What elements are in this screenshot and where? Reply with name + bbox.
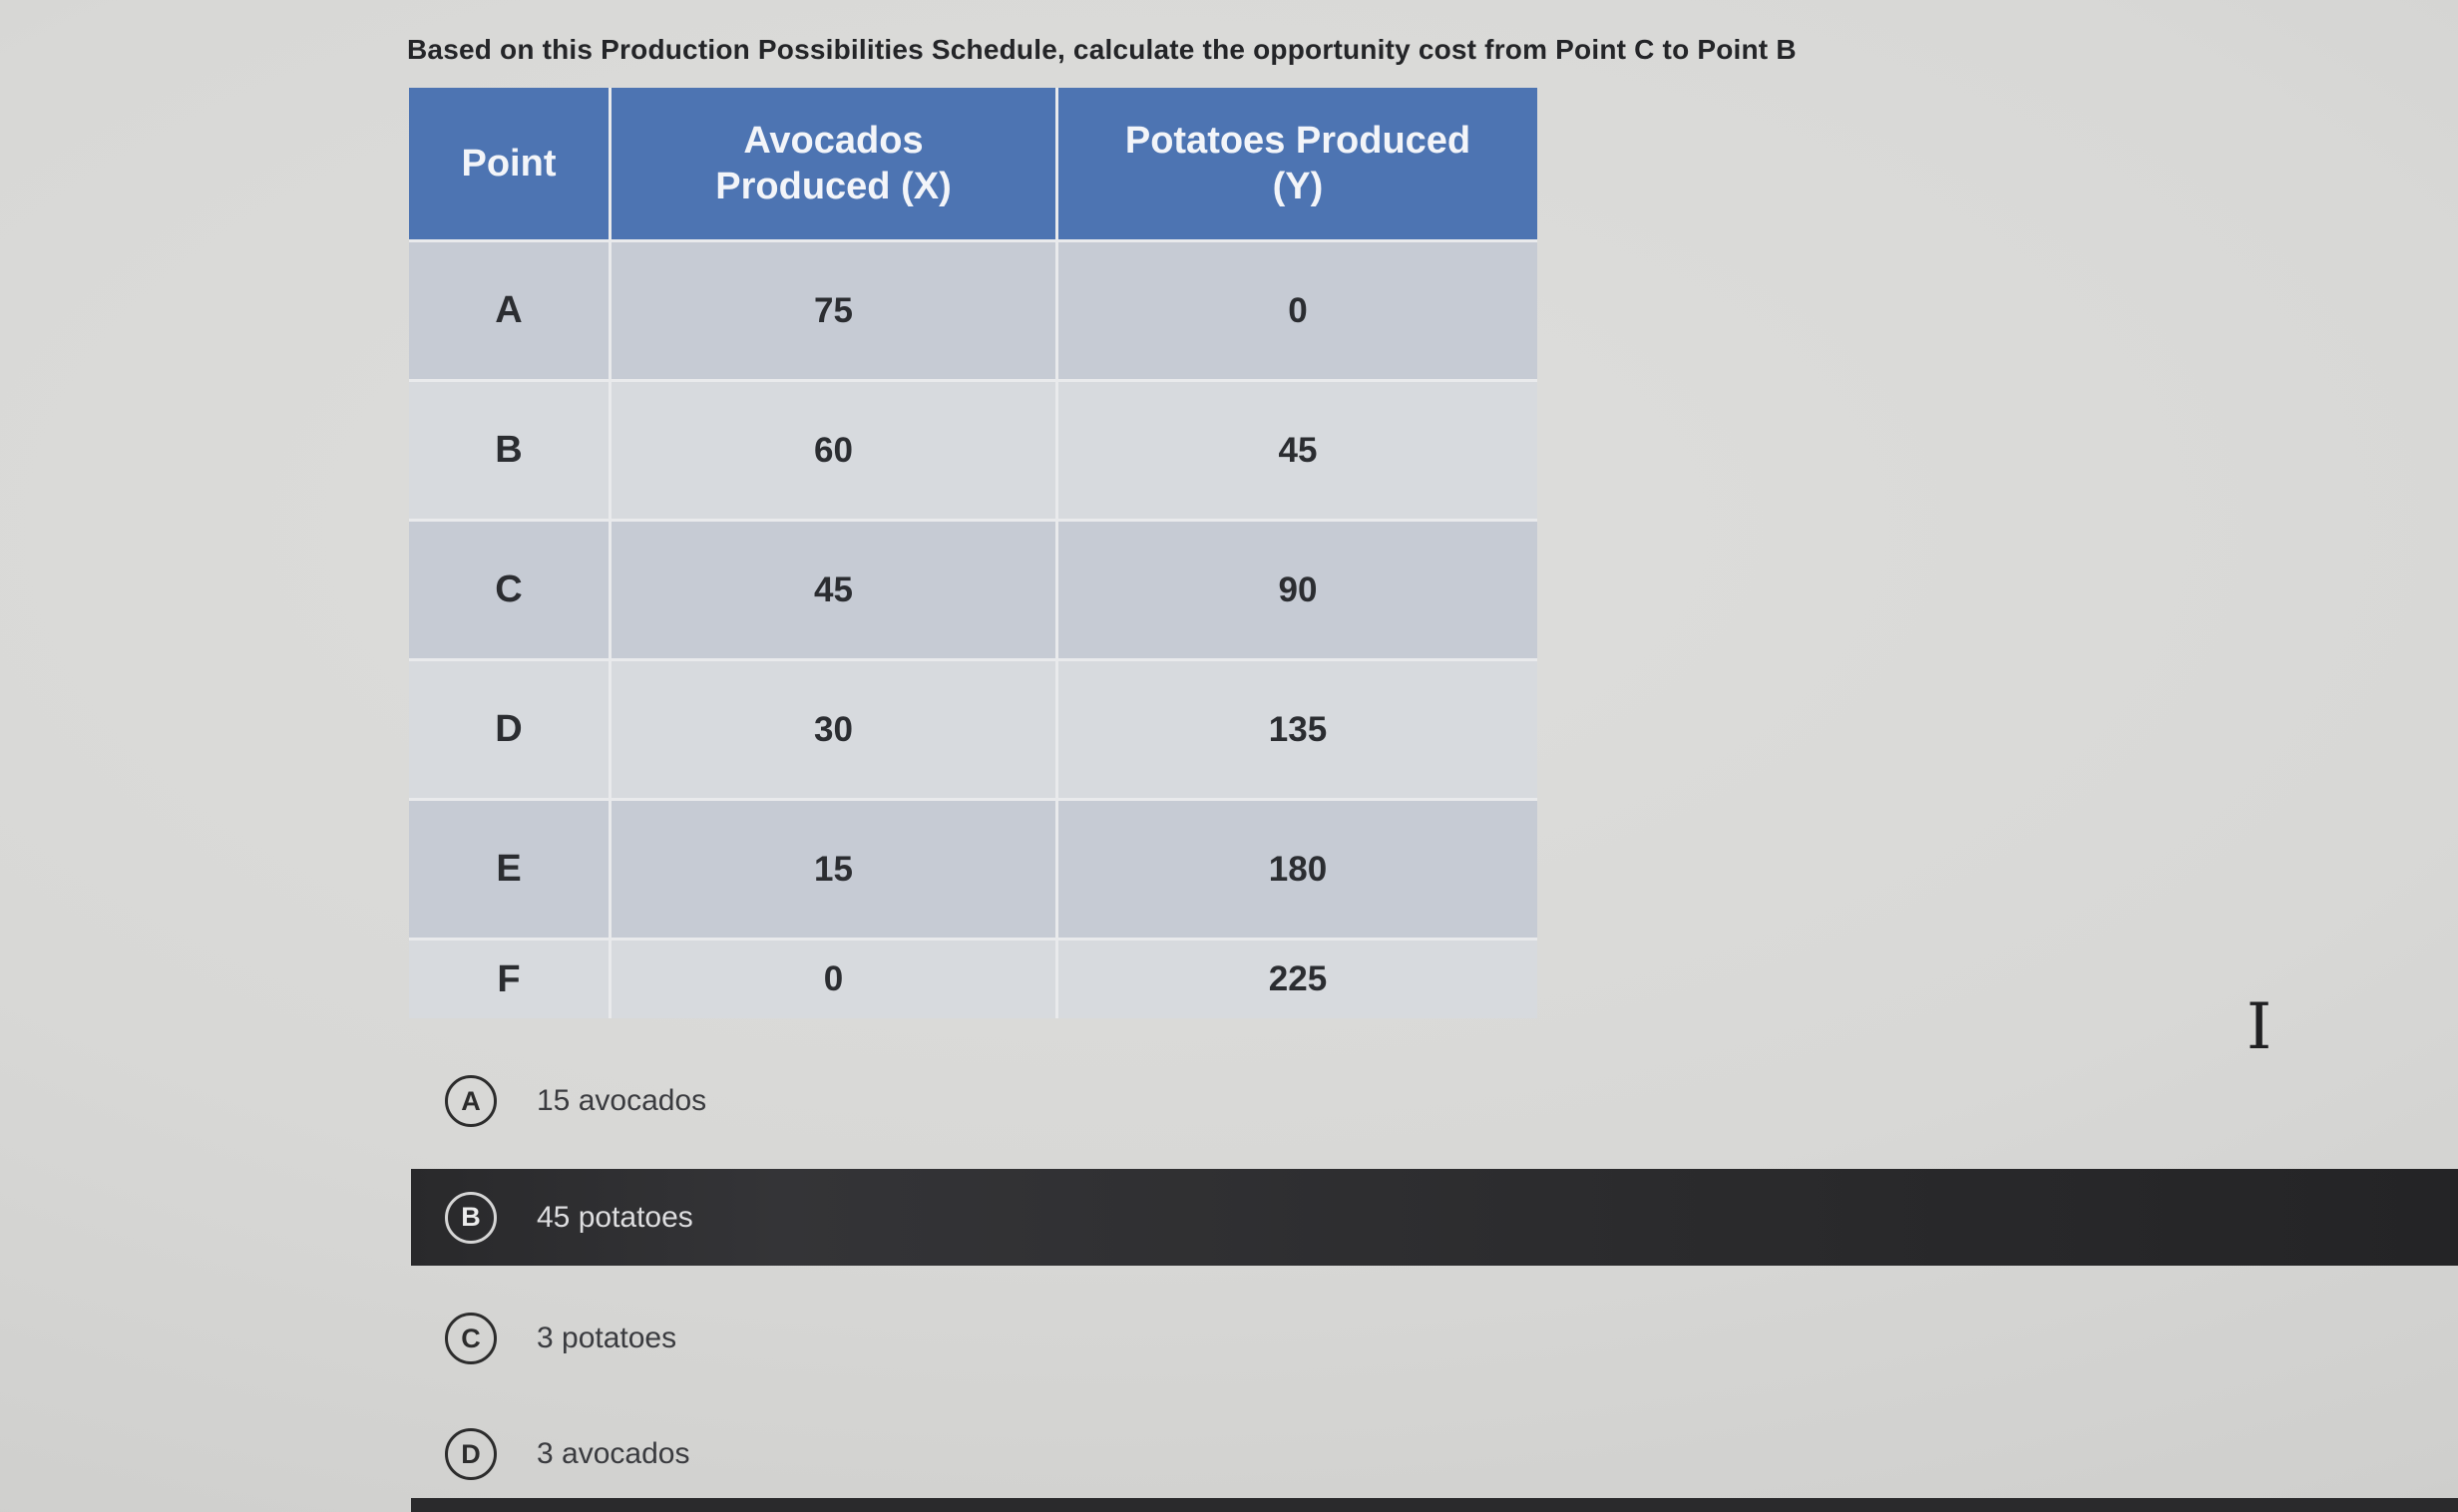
cell-potatoes: 0 bbox=[1058, 242, 1537, 379]
cell-avocados: 30 bbox=[612, 661, 1055, 798]
cell-avocados: 15 bbox=[612, 801, 1055, 938]
answer-option-a[interactable]: A 15 avocados bbox=[445, 1075, 706, 1127]
cell-point: C bbox=[409, 522, 609, 658]
header-avocados: Avocados Produced (X) bbox=[612, 88, 1055, 239]
ibeam-cursor-icon: I bbox=[2247, 990, 2272, 1064]
cell-avocados: 60 bbox=[612, 382, 1055, 519]
cell-point: E bbox=[409, 801, 609, 938]
cell-avocados: 0 bbox=[612, 941, 1055, 1018]
header-point: Point bbox=[409, 88, 609, 239]
cell-point: A bbox=[409, 242, 609, 379]
answer-option-d[interactable]: D 3 avocados bbox=[445, 1428, 689, 1480]
option-label: 45 potatoes bbox=[537, 1200, 693, 1234]
cell-potatoes: 135 bbox=[1058, 661, 1537, 798]
option-letter-badge[interactable]: D bbox=[445, 1428, 497, 1480]
cell-point: D bbox=[409, 661, 609, 798]
cell-potatoes: 45 bbox=[1058, 382, 1537, 519]
production-possibilities-table: Point Avocados Produced (X) Potatoes Pro… bbox=[409, 88, 1537, 1018]
answer-option-b-selected[interactable]: B 45 potatoes bbox=[411, 1169, 2458, 1266]
cell-potatoes: 180 bbox=[1058, 801, 1537, 938]
option-letter-badge[interactable]: B bbox=[445, 1191, 497, 1244]
cell-point: F bbox=[409, 941, 609, 1018]
option-label: 3 avocados bbox=[537, 1437, 690, 1470]
answer-option-c[interactable]: C 3 potatoes bbox=[445, 1313, 676, 1364]
cell-potatoes: 90 bbox=[1058, 522, 1537, 658]
question-title: Based on this Production Possibilities S… bbox=[407, 34, 1797, 65]
option-label: 15 avocados bbox=[537, 1084, 707, 1117]
option-letter-badge[interactable]: A bbox=[445, 1075, 497, 1127]
next-option-partial-bar bbox=[411, 1498, 2458, 1512]
cell-point: B bbox=[409, 382, 609, 519]
option-label: 3 potatoes bbox=[537, 1322, 677, 1354]
cell-avocados: 45 bbox=[612, 522, 1055, 658]
option-letter-badge[interactable]: C bbox=[445, 1313, 497, 1364]
cell-avocados: 75 bbox=[612, 242, 1055, 379]
cell-potatoes: 225 bbox=[1058, 941, 1537, 1018]
header-potatoes: Potatoes Produced (Y) bbox=[1058, 88, 1537, 239]
